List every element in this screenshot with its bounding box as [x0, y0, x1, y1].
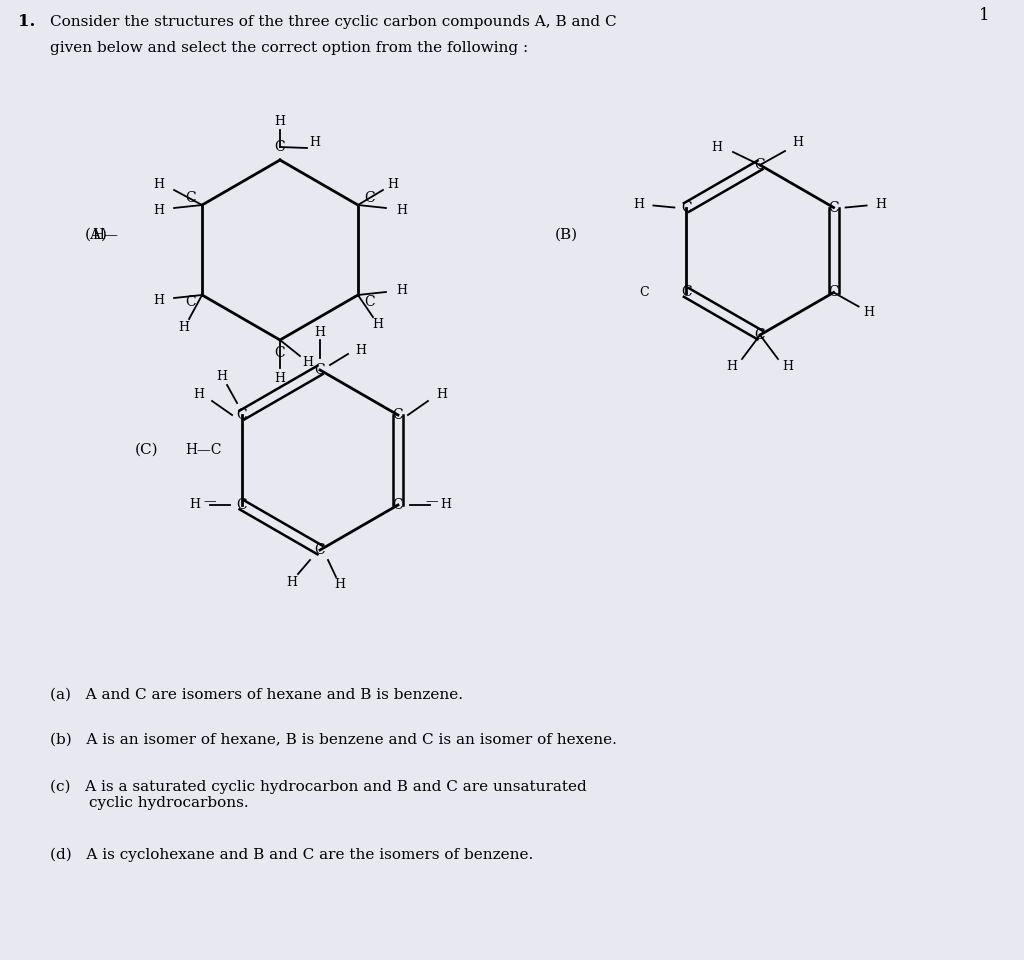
Text: H: H [153, 294, 164, 306]
Text: —: — [426, 495, 438, 509]
Text: H: H [153, 204, 164, 217]
Text: 1: 1 [979, 7, 990, 23]
Text: H: H [309, 135, 321, 149]
Text: (B): (B) [555, 228, 579, 242]
Text: C: C [364, 295, 375, 308]
Text: C: C [640, 286, 649, 299]
Text: (A): (A) [85, 228, 108, 242]
Text: C: C [237, 408, 248, 422]
Text: —: — [204, 495, 216, 509]
Text: C: C [755, 158, 765, 172]
Text: H: H [396, 283, 407, 297]
Text: H: H [274, 115, 286, 129]
Text: H: H [302, 355, 313, 369]
Text: H: H [194, 389, 204, 401]
Text: C: C [274, 140, 286, 154]
Text: C: C [274, 346, 286, 360]
Text: H: H [782, 361, 794, 373]
Text: H: H [153, 179, 164, 191]
Text: (a)   A and C are isomers of hexane and B is benzene.: (a) A and C are isomers of hexane and B … [50, 688, 463, 702]
Text: H: H [216, 371, 227, 383]
Text: H: H [440, 498, 451, 512]
Text: H—: H— [92, 228, 118, 242]
Text: C: C [681, 285, 691, 300]
Text: H: H [178, 321, 189, 333]
Text: H: H [396, 204, 407, 217]
Text: C: C [828, 285, 839, 300]
Text: C: C [755, 328, 765, 342]
Text: H: H [314, 325, 326, 339]
Text: H: H [335, 579, 345, 591]
Text: H: H [274, 372, 286, 385]
Text: C: C [364, 191, 375, 205]
Text: H—C: H—C [185, 443, 221, 457]
Text: (c)   A is a saturated cyclic hydrocarbon and B and C are unsaturated
        cy: (c) A is a saturated cyclic hydrocarbon … [50, 780, 587, 810]
Text: C: C [185, 191, 197, 205]
Text: C: C [237, 498, 248, 512]
Text: H: H [373, 319, 383, 331]
Text: 1.: 1. [18, 13, 36, 31]
Text: (b)   A is an isomer of hexane, B is benzene and C is an isomer of hexene.: (b) A is an isomer of hexane, B is benze… [50, 733, 616, 747]
Text: H: H [189, 498, 200, 512]
Text: H: H [711, 140, 722, 154]
Text: H: H [726, 361, 737, 373]
Text: H: H [287, 575, 298, 588]
Text: H: H [876, 198, 887, 211]
Text: C: C [392, 408, 403, 422]
Text: C: C [392, 498, 403, 512]
Text: H: H [387, 179, 398, 191]
Text: C: C [681, 201, 691, 214]
Text: C: C [314, 543, 326, 557]
Text: (d)   A is cyclohexane and B and C are the isomers of benzene.: (d) A is cyclohexane and B and C are the… [50, 848, 534, 862]
Text: Consider the structures of the three cyclic carbon compounds A, B and C: Consider the structures of the three cyc… [50, 15, 616, 29]
Text: C: C [314, 363, 326, 377]
Text: given below and select the correct option from the following :: given below and select the correct optio… [50, 41, 528, 55]
Text: H: H [355, 344, 366, 356]
Text: (C): (C) [135, 443, 159, 457]
Text: H: H [634, 198, 644, 211]
Text: H: H [863, 306, 874, 319]
Text: C: C [185, 295, 197, 308]
Text: C: C [828, 201, 839, 214]
Text: H: H [793, 136, 804, 150]
Text: H: H [436, 389, 446, 401]
